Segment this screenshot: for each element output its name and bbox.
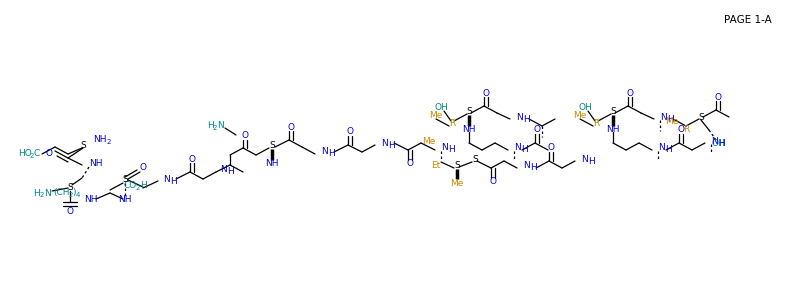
Text: 2: 2 [136,185,141,191]
Text: S: S [698,113,704,121]
Text: H: H [523,114,529,124]
Text: O: O [626,88,634,98]
Text: 2: 2 [30,153,34,159]
Text: O: O [139,163,146,171]
Text: S: S [67,184,73,192]
Text: O: O [483,88,490,98]
Text: O: O [347,127,354,137]
Text: H: H [521,145,528,155]
Text: OH: OH [434,102,448,112]
Text: S: S [122,175,128,185]
Text: S: S [454,162,460,170]
Text: N: N [516,113,523,121]
Text: N: N [441,143,448,152]
Text: OH: OH [711,139,725,149]
Text: R: R [593,120,599,128]
Text: NH: NH [266,159,279,167]
Text: CO: CO [124,181,138,191]
Text: S: S [472,156,478,164]
Text: H: H [665,145,672,155]
Text: O: O [188,155,196,163]
Text: C: C [34,149,41,159]
Text: Me: Me [573,110,587,120]
Text: H: H [207,121,214,131]
Text: Me: Me [429,110,442,120]
Text: Me: Me [422,137,436,145]
Text: 2: 2 [107,139,111,145]
Text: H: H [227,167,234,177]
Text: HO: HO [18,149,32,159]
Text: O: O [715,92,722,102]
Text: Et: Et [431,160,440,170]
Text: H: H [448,145,455,155]
Text: 2: 2 [69,192,73,198]
Text: 4: 4 [76,192,80,198]
Text: N: N [220,166,227,174]
Text: N: N [581,155,588,163]
Text: H: H [140,181,147,191]
Text: N: N [163,174,170,184]
Text: H: H [328,149,335,159]
Text: N: N [523,162,529,170]
Text: O: O [490,178,497,186]
Text: S: S [270,142,275,150]
Text: NH: NH [93,135,107,145]
Text: NH: NH [84,196,98,204]
Text: O: O [45,149,52,157]
Text: H: H [388,141,395,149]
Text: NH: NH [89,159,103,167]
Text: R: R [449,120,455,128]
Text: N: N [321,148,328,156]
Text: N: N [217,121,223,131]
Text: (CH: (CH [53,188,69,198]
Text: 2: 2 [213,125,217,131]
Text: H: H [530,163,537,173]
Text: PAGE 1-A: PAGE 1-A [724,15,772,25]
Text: O: O [533,125,541,135]
Text: H: H [170,177,176,185]
Text: O: O [548,143,554,152]
Text: Me: Me [665,117,679,127]
Text: S: S [466,107,472,117]
Text: N: N [660,113,667,121]
Text: S: S [80,141,86,149]
Text: Me: Me [450,178,463,188]
Text: H: H [588,156,595,166]
Text: 2: 2 [40,192,45,198]
Text: OH: OH [578,102,591,112]
Text: O: O [242,131,249,141]
Text: H: H [667,114,673,124]
Text: R: R [683,125,689,135]
Text: H: H [718,138,725,148]
Text: S: S [610,107,616,117]
Text: O: O [67,207,73,217]
Text: NH: NH [462,124,475,134]
Text: N: N [381,138,388,148]
Text: O: O [677,125,684,135]
Text: N: N [514,143,521,152]
Text: O: O [406,160,413,168]
Text: N: N [711,137,718,145]
Text: NH: NH [607,124,620,134]
Text: N: N [658,143,665,152]
Text: H: H [33,188,40,198]
Text: NH: NH [118,196,132,204]
Text: ): ) [72,188,76,198]
Text: N: N [44,188,51,198]
Text: O: O [288,123,294,131]
